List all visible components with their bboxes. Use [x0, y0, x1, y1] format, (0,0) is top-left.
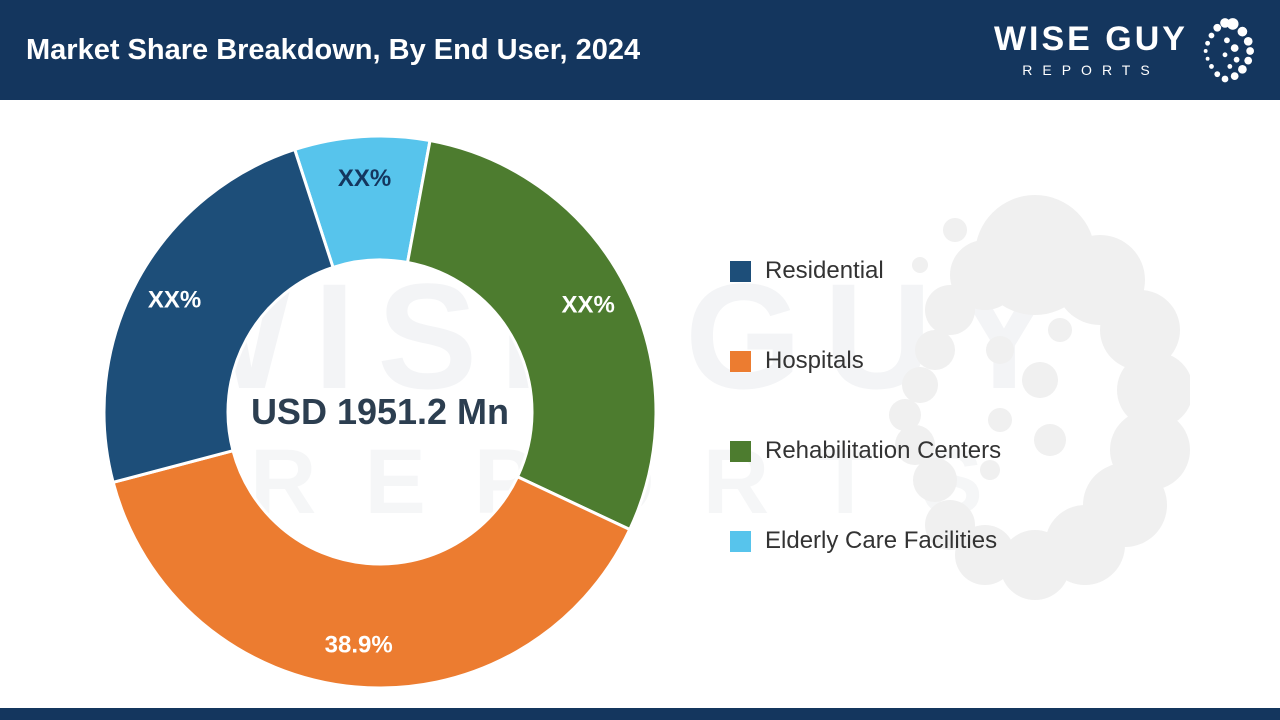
legend-item: Hospitals: [730, 346, 1001, 376]
logo-wordmark-line2: REPORTS: [1022, 62, 1160, 78]
watermark-head-icon: [889, 195, 1190, 600]
footer-bar: [0, 708, 1280, 720]
logo-wordmark-line1: WISE GUY: [993, 20, 1188, 58]
page-title: Market Share Breakdown, By End User, 202…: [26, 33, 641, 66]
legend-swatch: [730, 440, 751, 462]
donut-chart: XX% XX% 38.9% XX% USD 1951.2 Mn: [102, 134, 658, 690]
legend: Residential Hospitals Rehabilitation Cente…: [730, 256, 1001, 556]
legend-swatch: [730, 350, 751, 372]
legend-item-label: Elderly Care Facilities: [765, 527, 998, 554]
donut-segment-rehabilitation-centers: [406, 139, 658, 532]
legend-swatch: [730, 260, 751, 282]
donut-center-value: USD 1951.2 Mn: [251, 391, 509, 432]
segment-value-label: 38.9%: [325, 632, 393, 659]
logo-head-icon: [1203, 18, 1254, 83]
legend-swatch: [730, 530, 751, 552]
legend-item: Rehabilitation Centers: [730, 436, 1001, 466]
legend-item-label: Hospitals: [765, 347, 864, 374]
legend-item: Residential: [730, 256, 1001, 286]
segment-value-label: XX%: [338, 165, 391, 192]
legend-item-label: Rehabilitation Centers: [765, 437, 1002, 464]
legend-item-label: Residential: [765, 257, 884, 284]
segment-value-label: XX%: [148, 286, 201, 313]
logo-wordmark: WISE GUY REPORTS: [994, 22, 1188, 78]
brand-logo: WISE GUY REPORTS: [994, 15, 1254, 85]
header: Market Share Breakdown, By End User, 202…: [0, 0, 1280, 100]
legend-item: Elderly Care Facilities: [730, 526, 1001, 556]
donut-segment-residential: [102, 148, 335, 484]
donut-segment-hospitals: [111, 449, 632, 690]
segment-value-label: XX%: [561, 292, 614, 319]
